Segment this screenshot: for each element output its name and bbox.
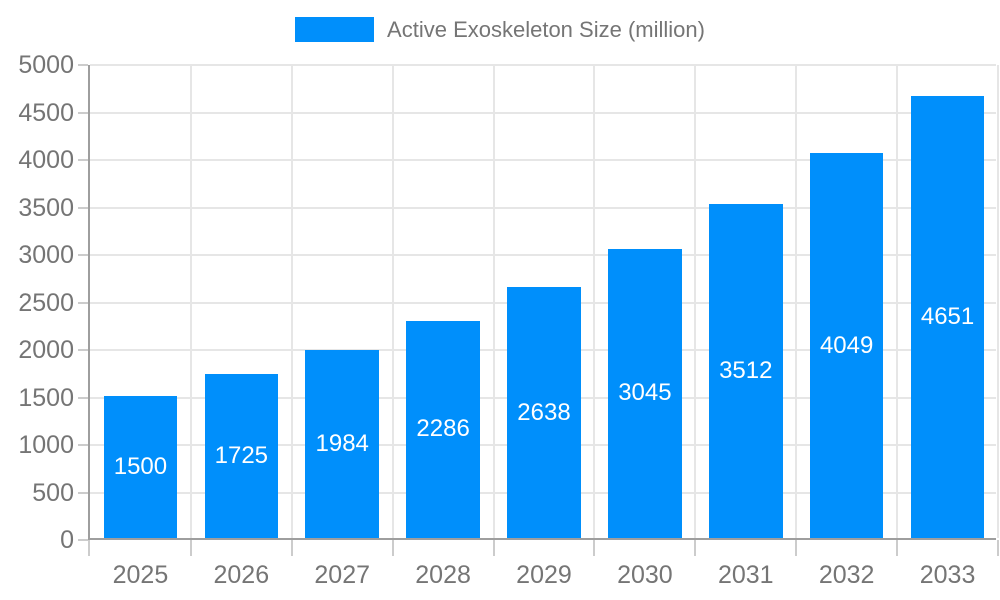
bar[interactable]: 4049 [809, 153, 884, 538]
bar-value-label: 1984 [315, 429, 369, 457]
y-tick-label: 500 [32, 478, 74, 507]
bar-value-label: 4049 [819, 331, 874, 359]
bar-value-label: 2638 [517, 398, 571, 426]
y-axis-tick [78, 64, 88, 66]
y-axis-tick [78, 396, 88, 399]
x-axis-tick [997, 540, 999, 556]
x-axis-tick [391, 540, 394, 556]
legend-label: Active Exoskeleton Size (million) [387, 17, 705, 42]
bar[interactable]: 4651 [910, 96, 985, 538]
y-axis-tick [78, 349, 88, 351]
gridline-horizontal [90, 111, 996, 114]
legend: Active Exoskeleton Size (million) [0, 17, 1000, 42]
bar[interactable]: 2286 [406, 320, 480, 538]
bar-value-label: 2286 [416, 415, 470, 443]
x-axis-tick [896, 540, 899, 556]
x-axis-tick [593, 540, 596, 556]
y-axis-tick [78, 111, 88, 114]
x-axis-tick [88, 540, 90, 556]
gridline-vertical [492, 65, 495, 538]
bar-value-label: 1500 [113, 452, 168, 480]
x-tick-label: 2026 [213, 561, 270, 589]
x-tick-label: 2033 [919, 561, 976, 589]
x-tick-label: 2031 [717, 561, 774, 589]
y-tick-label: 0 [60, 526, 74, 554]
x-axis-tick [492, 540, 495, 556]
y-axis-tick [78, 539, 88, 541]
gridline-vertical [391, 65, 394, 538]
y-tick-label: 1000 [18, 431, 74, 459]
bar[interactable]: 1500 [103, 395, 178, 538]
y-axis-tick [78, 491, 88, 494]
bar[interactable]: 1984 [305, 349, 380, 538]
bar[interactable]: 3512 [708, 204, 783, 538]
x-tick-label: 2032 [818, 561, 875, 589]
y-tick-label: 3000 [18, 241, 74, 269]
gridline-horizontal [90, 64, 996, 66]
y-axis-labels: 0 500 1000 1500 2000 2500 3000 3500 4000 4500 5000 [0, 52, 74, 553]
bar[interactable]: 1725 [204, 374, 279, 538]
bar-value-label: 3512 [719, 357, 773, 385]
y-axis-tick [78, 206, 88, 209]
plot-area: 1500 1725 1984 2286 2638 3045 3512 4049 4651 2025… [78, 64, 999, 589]
y-axis-tick [78, 444, 88, 446]
y-tick-label: 1500 [18, 383, 74, 412]
gridline-vertical [795, 65, 798, 538]
bar[interactable]: 2638 [507, 287, 581, 538]
x-tick-label: 2025 [112, 561, 169, 589]
bar-value-label: 3045 [618, 379, 672, 407]
bar-value-label: 1725 [214, 442, 269, 470]
x-tick-label: 2030 [617, 561, 673, 589]
legend-item[interactable]: Active Exoskeleton Size (million) [295, 17, 705, 42]
y-tick-label: 3500 [18, 193, 74, 222]
legend-swatch-icon [295, 17, 375, 42]
bar-value-label: 4651 [920, 303, 975, 331]
gridline-vertical [694, 65, 697, 538]
y-tick-label: 2000 [18, 336, 74, 364]
x-tick-label: 2029 [516, 561, 572, 589]
y-tick-label: 4000 [18, 146, 74, 174]
bar[interactable]: 3045 [608, 248, 682, 538]
gridline-horizontal [90, 159, 996, 161]
y-tick-label: 2500 [18, 288, 74, 317]
y-tick-label: 5000 [18, 51, 74, 79]
gridline-horizontal [90, 254, 996, 256]
x-axis-tick [189, 540, 192, 556]
x-axis-tick [795, 540, 798, 556]
x-tick-label: 2028 [415, 561, 471, 589]
x-axis-tick [694, 540, 697, 556]
y-axis-tick [78, 254, 88, 256]
x-tick-label: 2027 [314, 561, 371, 589]
x-axis-tick [290, 540, 293, 556]
gridline-vertical [896, 65, 899, 538]
y-tick-label: 4500 [18, 98, 74, 127]
gridline-horizontal [90, 206, 996, 209]
gridline-vertical [593, 65, 596, 538]
gridline-vertical [189, 65, 192, 538]
gridline-vertical [290, 65, 293, 538]
y-axis-tick [78, 301, 88, 304]
gridline-vertical [997, 65, 999, 538]
y-axis-tick [78, 159, 88, 161]
